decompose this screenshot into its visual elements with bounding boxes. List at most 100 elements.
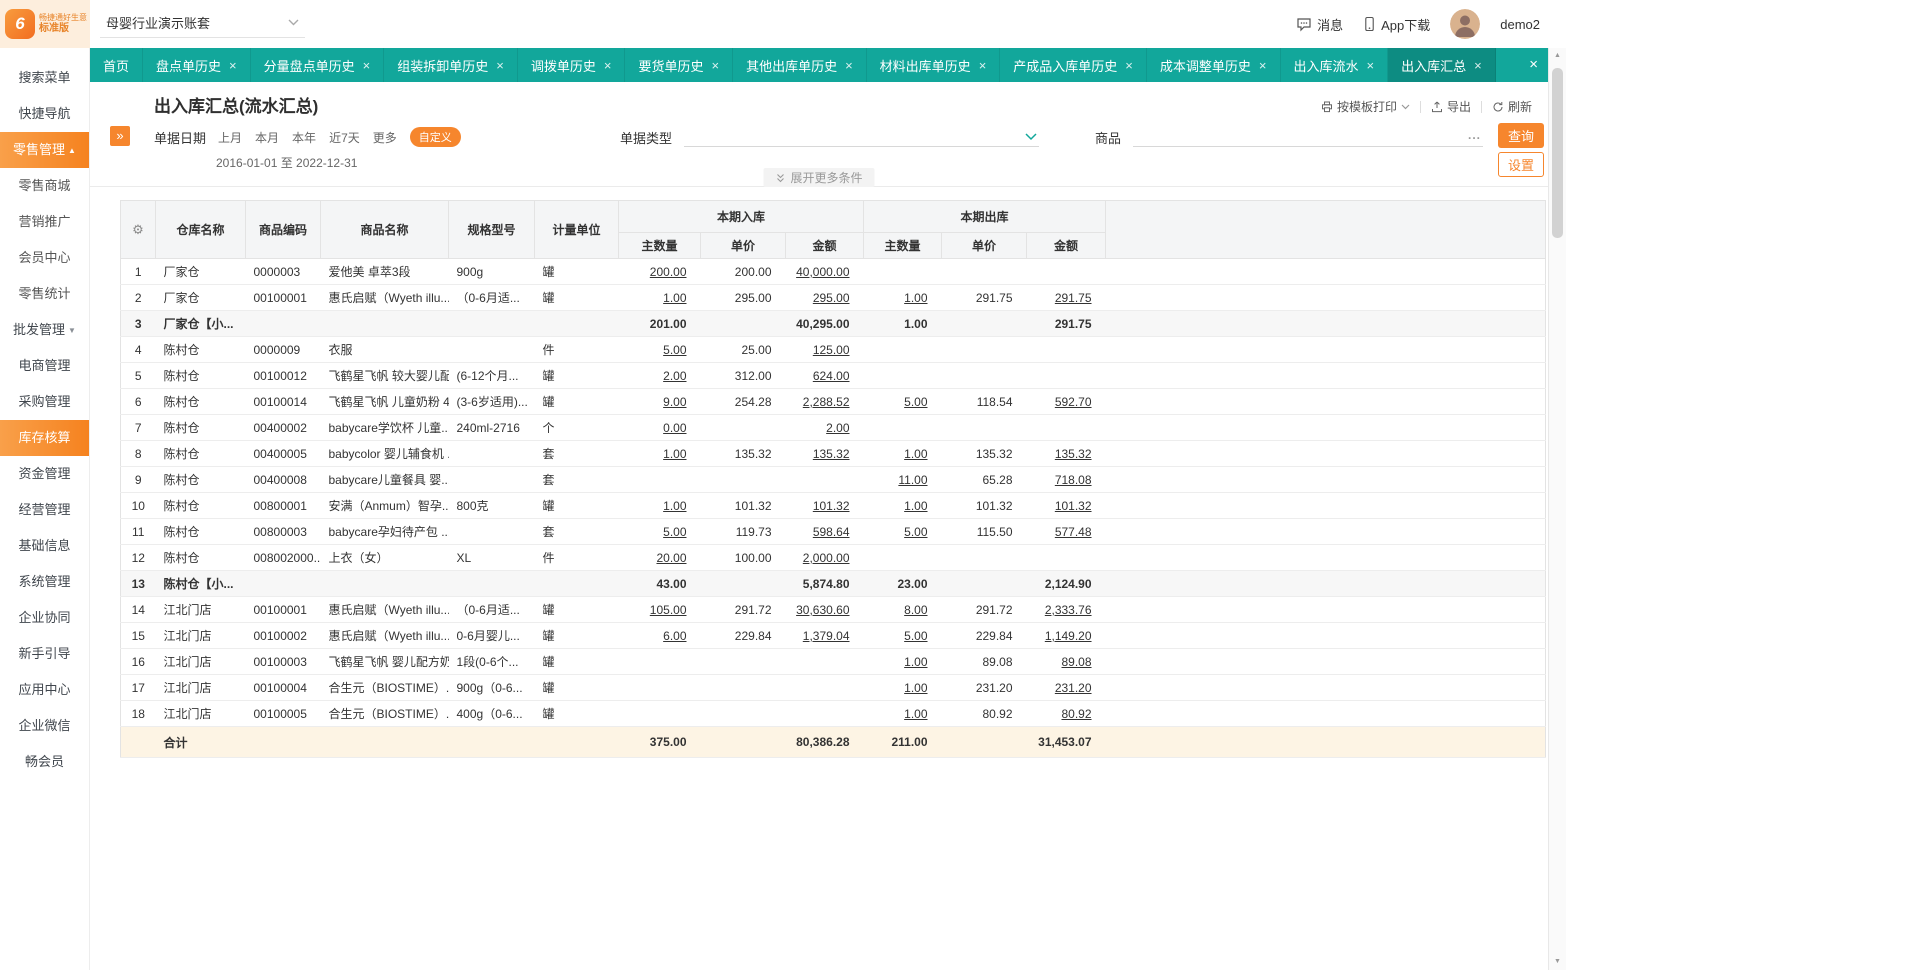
sidebar-item[interactable]: 经营管理	[0, 492, 89, 528]
drilldown-link[interactable]: 624.00	[812, 368, 850, 383]
tab-close-icon[interactable]: ×	[845, 57, 853, 73]
table-row[interactable]: 17 江北门店 00100004 合生元（BIOSTIME）... 900g（0-6..…	[120, 674, 1547, 701]
drilldown-link[interactable]: 30,630.60	[796, 602, 850, 617]
drilldown-link[interactable]: 11.00	[898, 472, 928, 487]
tab[interactable]: 调拨单历史 ×	[518, 48, 626, 82]
table-row[interactable]: 7 陈村仓 00400002 babycare学饮杯 儿童... 240ml-2716 个…	[120, 414, 1547, 441]
doc-type-select[interactable]	[684, 127, 1040, 147]
tab[interactable]: 盘点单历史 ×	[143, 48, 251, 82]
drilldown-link[interactable]: 1.00	[904, 654, 928, 669]
table-row[interactable]: 11 陈村仓 00800003 babycare孕妇待产包 ... 套 5.00 119.7…	[120, 518, 1547, 545]
app-download-button[interactable]: App下载	[1363, 15, 1430, 34]
tab[interactable]: 出入库流水 ×	[1281, 48, 1389, 82]
drilldown-link[interactable]: 5.00	[663, 524, 687, 539]
drilldown-link[interactable]: 200.00	[649, 264, 687, 279]
drilldown-link[interactable]: 101.32	[812, 498, 850, 513]
drilldown-link[interactable]: 20.00	[656, 550, 687, 565]
tab[interactable]: 首页	[90, 48, 144, 82]
sidebar-item[interactable]: 畅会员	[0, 744, 89, 780]
drilldown-link[interactable]: 2,333.76	[1044, 602, 1092, 617]
drilldown-link[interactable]: 80.92	[1061, 706, 1092, 721]
table-row[interactable]: 18 江北门店 00100005 合生元（BIOSTIME）... 400g（0-6..…	[120, 700, 1547, 727]
settings-button[interactable]: 设置	[1498, 152, 1544, 177]
sidebar-item[interactable]: 采购管理	[0, 384, 89, 420]
drilldown-link[interactable]: 1,149.20	[1044, 628, 1092, 643]
tab-close-icon[interactable]: ×	[1474, 57, 1482, 73]
drilldown-link[interactable]: 2,288.52	[802, 394, 850, 409]
date-quick-link[interactable]: 更多	[372, 130, 397, 145]
sidebar-item[interactable]: 会员中心	[0, 240, 89, 276]
chevron-down-icon[interactable]	[1025, 133, 1037, 141]
drilldown-link[interactable]: 8.00	[904, 602, 928, 617]
drilldown-link[interactable]: 6.00	[663, 628, 687, 643]
tab-close-icon[interactable]: ×	[711, 57, 720, 73]
export-button[interactable]: 导出	[1431, 98, 1471, 115]
sidebar-item[interactable]: 零售商城	[0, 168, 89, 204]
custom-date-badge[interactable]: 自定义	[409, 127, 461, 147]
vertical-scrollbar[interactable]: ▲ ▼	[1548, 48, 1566, 970]
drilldown-link[interactable]: 5.00	[904, 394, 928, 409]
drilldown-link[interactable]: 89.08	[1061, 654, 1092, 669]
sidebar-item[interactable]: 应用中心	[0, 672, 89, 708]
sidebar-item[interactable]: 快捷导航	[0, 96, 89, 132]
drilldown-link[interactable]: 1.00	[904, 706, 928, 721]
avatar[interactable]	[1450, 9, 1481, 39]
sidebar-item[interactable]: 企业微信	[0, 708, 89, 744]
username[interactable]: demo2	[1500, 16, 1540, 32]
table-row[interactable]: 6 陈村仓 00100014 飞鹤星飞帆 儿童奶粉 4... (3-6岁适用)... 罐 9…	[120, 388, 1547, 415]
drilldown-link[interactable]: 135.32	[812, 446, 850, 461]
sidebar-item[interactable]: 搜索菜单	[0, 60, 89, 96]
drilldown-link[interactable]: 5.00	[904, 524, 928, 539]
sidebar-item[interactable]: 零售统计	[0, 276, 89, 312]
drilldown-link[interactable]: 2.00	[663, 368, 687, 383]
brand-logo[interactable]: 6 畅捷通好生意 标准版	[0, 0, 90, 48]
account-select[interactable]: 母婴行业演示账套	[100, 8, 305, 38]
tab-close-icon[interactable]: ×	[978, 57, 987, 73]
messages-button[interactable]: 消息	[1296, 15, 1343, 34]
gear-icon[interactable]: ⚙	[132, 221, 144, 237]
drilldown-link[interactable]: 1.00	[663, 498, 687, 513]
tab[interactable]: 分量盘点单历史 ×	[251, 48, 385, 82]
table-row[interactable]: 10 陈村仓 00800001 安满（Anmum）智孕... 800克罐 1.00 101.…	[120, 492, 1547, 519]
tab-close-icon[interactable]: ×	[603, 57, 612, 73]
tab-close-icon[interactable]: ×	[1258, 57, 1267, 73]
refresh-button[interactable]: 刷新	[1492, 98, 1532, 115]
tab-close-icon[interactable]: ×	[1366, 57, 1375, 73]
drilldown-link[interactable]: 295.00	[812, 290, 850, 305]
drilldown-link[interactable]: 2.00	[826, 420, 850, 435]
tab[interactable]: 其他出库单历史 ×	[733, 48, 867, 82]
drilldown-link[interactable]: 718.08	[1054, 472, 1092, 487]
collapse-filter-button[interactable]: »	[110, 126, 130, 146]
drilldown-link[interactable]: 9.00	[663, 394, 687, 409]
sidebar-item[interactable]: 批发管理 ▼	[0, 312, 89, 348]
search-button[interactable]: 查询	[1498, 123, 1544, 148]
drilldown-link[interactable]: 5.00	[904, 628, 928, 643]
drilldown-link[interactable]: 105.00	[649, 602, 687, 617]
tab-close-icon[interactable]: ×	[496, 57, 504, 73]
date-quick-link[interactable]: 本年	[292, 130, 317, 145]
drilldown-link[interactable]: 1,379.04	[802, 628, 850, 643]
tab[interactable]: 要货单历史 ×	[625, 48, 734, 82]
tab-close-icon[interactable]: ×	[1125, 57, 1133, 73]
tab[interactable]: 出入库汇总 ×	[1388, 48, 1496, 82]
sidebar-item[interactable]: 库存核算	[0, 420, 89, 456]
table-row[interactable]: 2 厂家仓 00100001 惠氏启赋（Wyeth illu... （0-6月适... 罐…	[120, 284, 1547, 311]
drilldown-link[interactable]: 1.00	[663, 446, 687, 461]
sidebar-item[interactable]: 营销推广	[0, 204, 89, 240]
table-row[interactable]: 1 厂家仓 0000003 爱他美 卓萃3段 900g 罐 200.00 200.00 40,0…	[120, 258, 1547, 285]
tab[interactable]: 材料出库单历史 ×	[867, 48, 1001, 82]
tab[interactable]: 产成品入库单历史 ×	[1000, 48, 1147, 82]
drilldown-link[interactable]: 135.32	[1054, 446, 1092, 461]
date-quick-link[interactable]: 上月	[218, 130, 243, 145]
tab-close-icon[interactable]: ×	[229, 57, 237, 73]
table-row[interactable]: 15 江北门店 00100002 惠氏启赋（Wyeth illu... 0-6月婴儿..…	[120, 622, 1547, 649]
drilldown-link[interactable]: 0.00	[663, 420, 687, 435]
sidebar-item[interactable]: 新手引导	[0, 636, 89, 672]
table-row[interactable]: 14 江北门店 00100001 惠氏启赋（Wyeth illu... （0-6月适..…	[120, 596, 1547, 623]
table-row[interactable]: 9 陈村仓 00400008 babycare儿童餐具 婴... 套 11.00 65.28…	[120, 466, 1547, 493]
product-input[interactable]: ...	[1133, 127, 1484, 147]
table-row[interactable]: 4 陈村仓 0000009 衣服 件 5.00 25.00 125.00	[120, 336, 1547, 363]
scroll-up-icon[interactable]: ▲	[1554, 52, 1561, 59]
date-range-value[interactable]: 2016-01-01 至 2022-12-31	[216, 156, 358, 170]
drilldown-link[interactable]: 1.00	[904, 446, 928, 461]
